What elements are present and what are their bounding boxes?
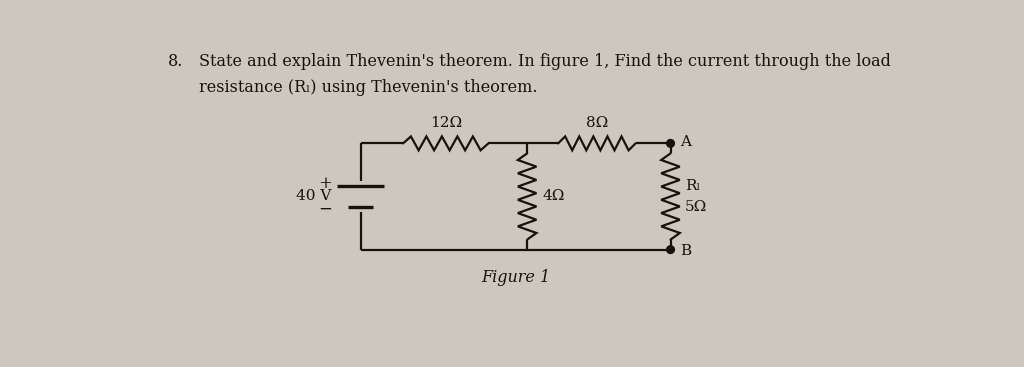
Text: 12Ω: 12Ω [430, 116, 462, 130]
Text: −: − [318, 201, 333, 218]
Text: Rₗ: Rₗ [685, 179, 700, 193]
Text: State and explain Thevenin's theorem. In figure 1, Find the current through the : State and explain Thevenin's theorem. In… [200, 52, 891, 69]
Text: 40 V: 40 V [296, 189, 331, 203]
Text: 8.: 8. [168, 52, 183, 69]
Circle shape [667, 246, 675, 254]
Text: 8Ω: 8Ω [586, 116, 608, 130]
Text: B: B [680, 244, 691, 258]
Text: Figure 1: Figure 1 [481, 269, 550, 286]
Circle shape [667, 139, 675, 147]
Text: 4Ω: 4Ω [543, 189, 565, 203]
Text: +: + [318, 175, 333, 192]
Text: 5Ω: 5Ω [685, 200, 708, 214]
Text: A: A [680, 135, 691, 149]
Text: resistance (Rₗ) using Thevenin's theorem.: resistance (Rₗ) using Thevenin's theorem… [200, 79, 538, 96]
